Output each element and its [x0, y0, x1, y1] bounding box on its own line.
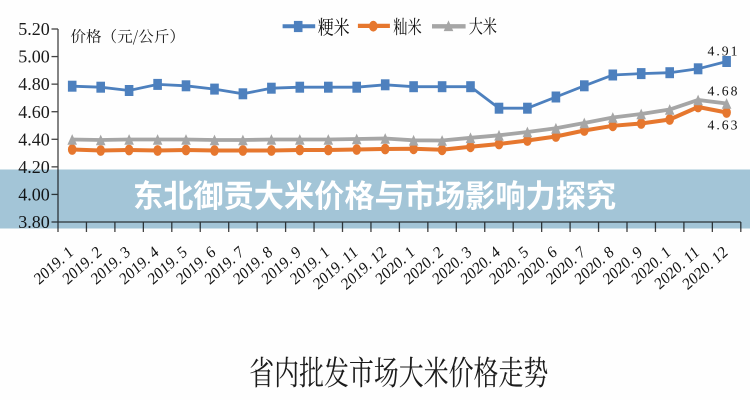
svg-text:4.63: 4.63: [708, 118, 740, 133]
svg-text:4.60: 4.60: [18, 102, 50, 122]
svg-text:4.91: 4.91: [708, 44, 740, 59]
svg-text:4.68: 4.68: [708, 84, 740, 99]
svg-text:4.40: 4.40: [18, 129, 50, 149]
svg-text:5.00: 5.00: [18, 47, 50, 67]
svg-text:4.80: 4.80: [18, 74, 50, 94]
svg-text:5.20: 5.20: [18, 19, 50, 39]
